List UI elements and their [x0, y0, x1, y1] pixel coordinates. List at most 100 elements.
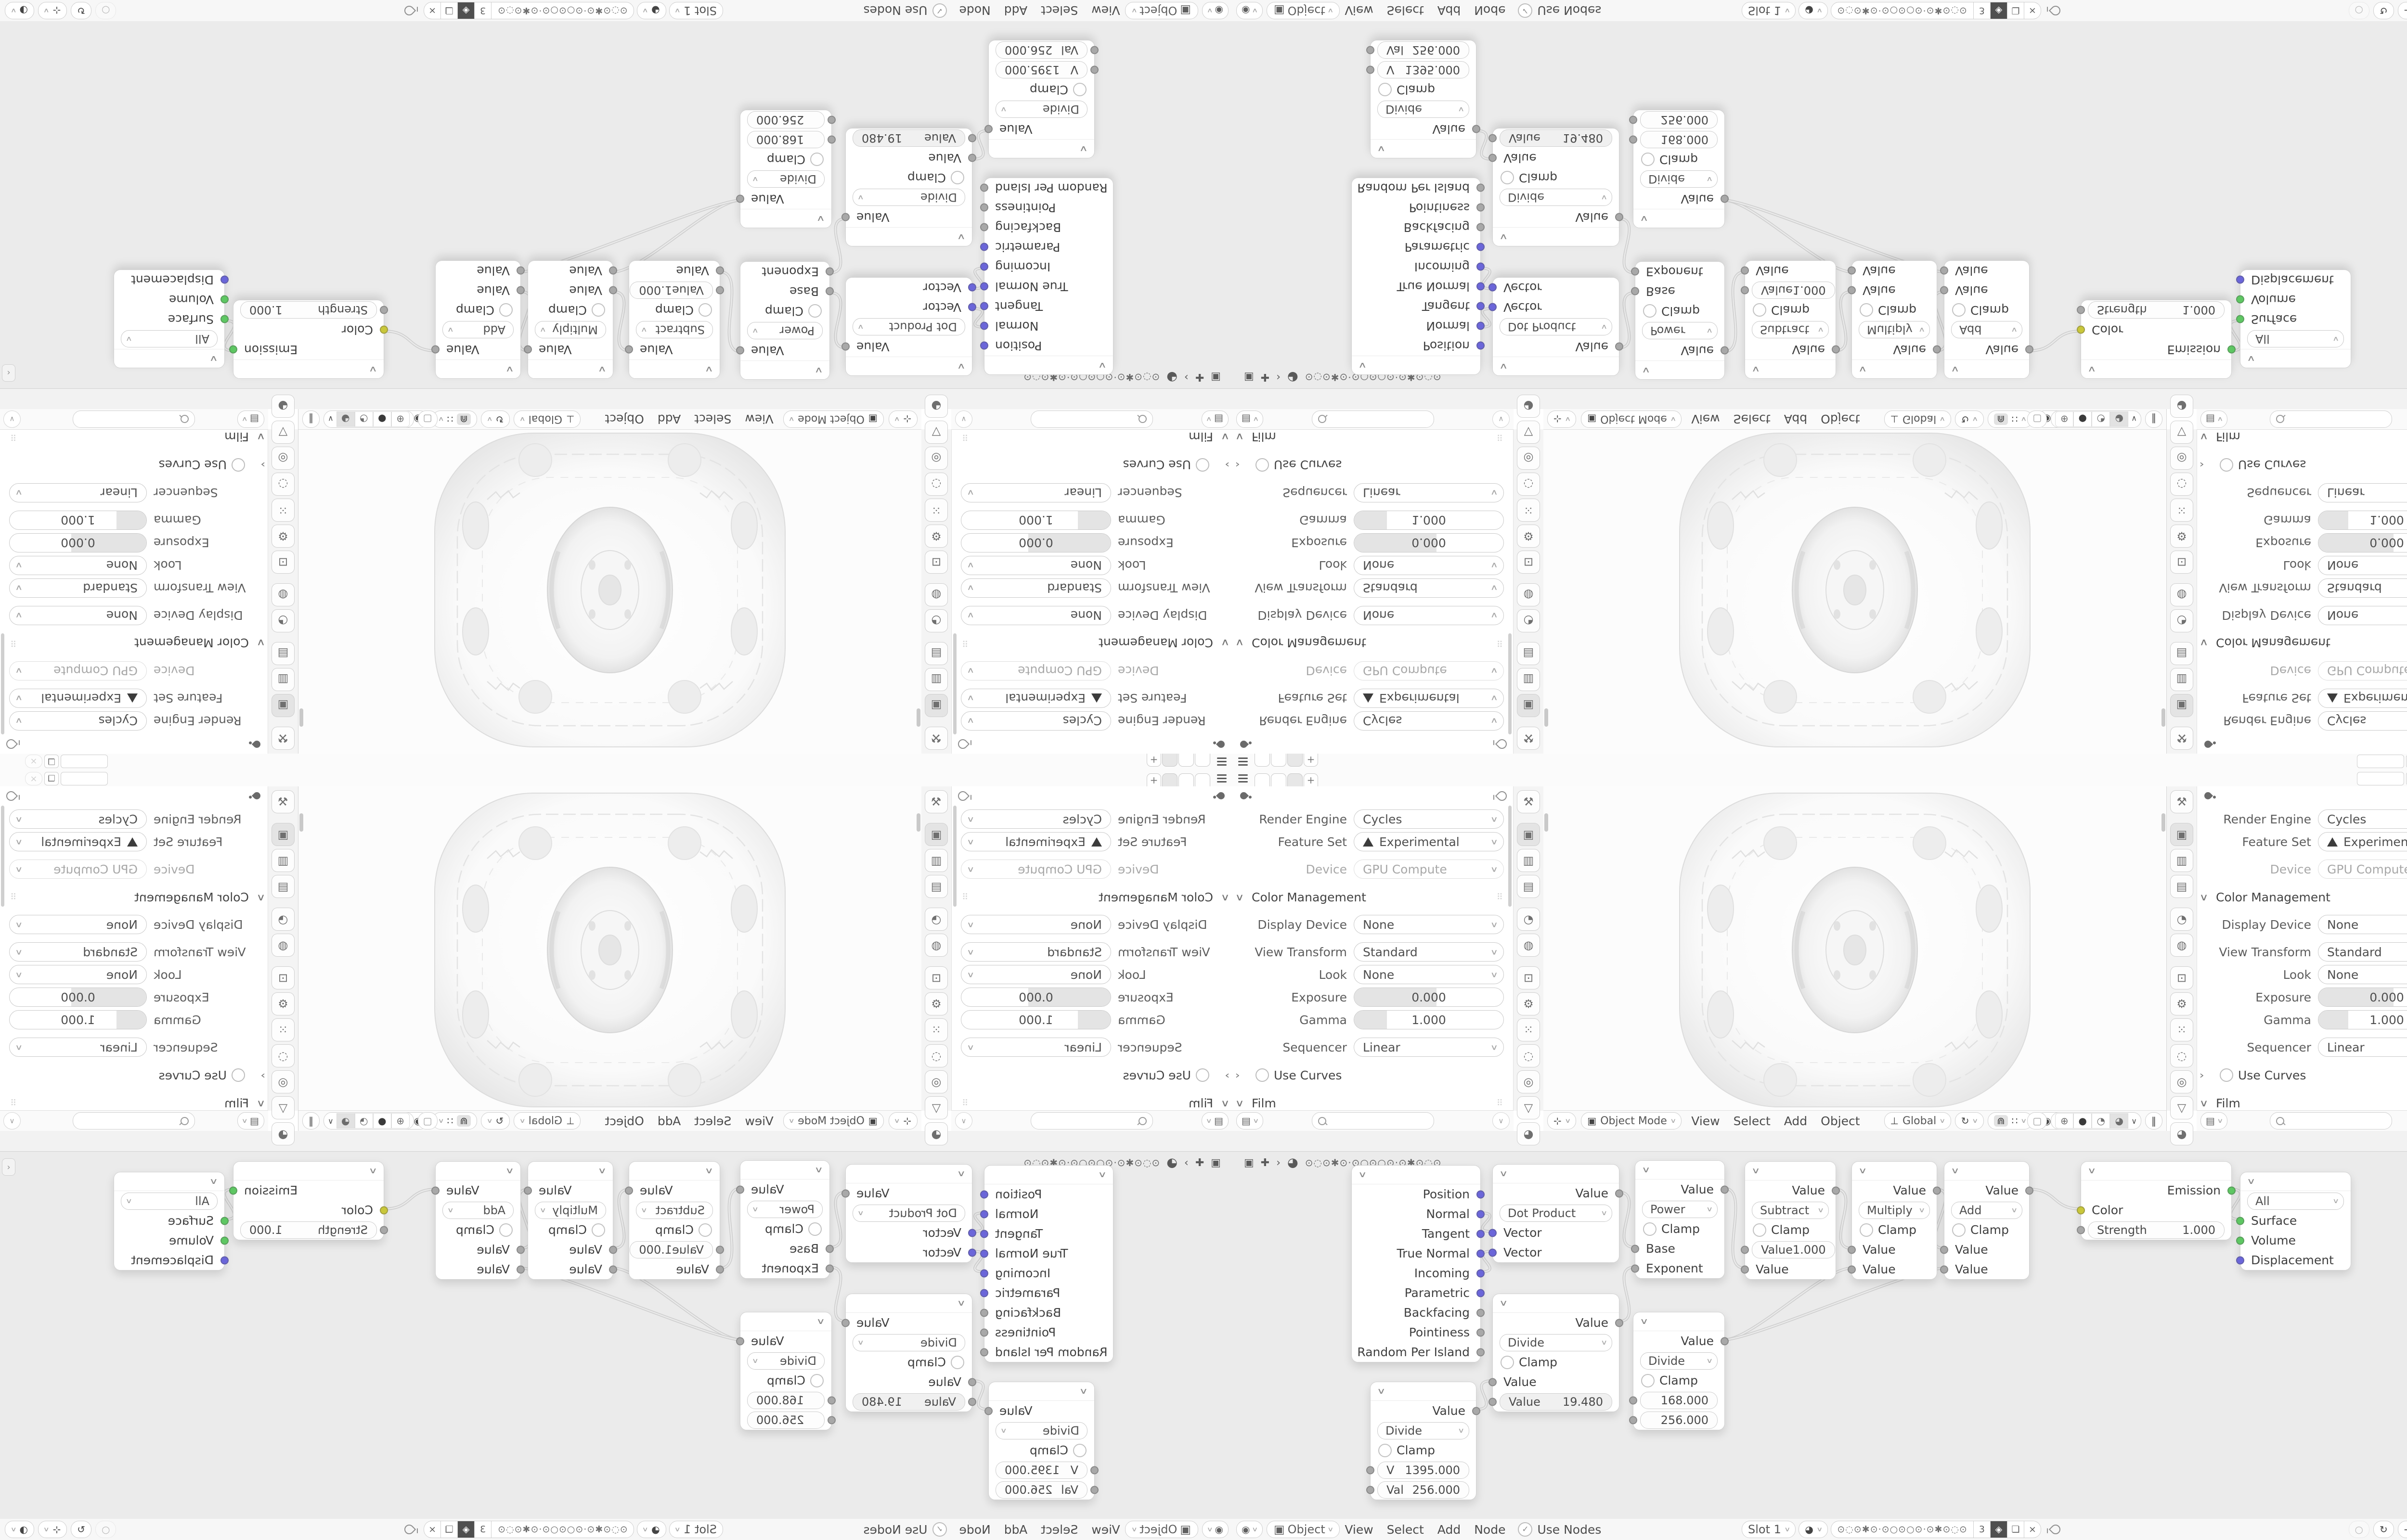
scene-tab[interactable]: ◔ [2170, 908, 2193, 931]
dropdown-view-transform[interactable]: Standard∨ [961, 578, 1111, 598]
node-menu-select[interactable]: Select [1041, 1522, 1078, 1537]
output-socket-vector[interactable] [1476, 1230, 1485, 1238]
node-add[interactable]: ∨ Value Add ∨ Clamp Value Value [1940, 1161, 2033, 1280]
pause-render-button[interactable]: ‖ [302, 411, 320, 428]
copy-icon[interactable]: ❏ [440, 1521, 458, 1538]
output-socket-value[interactable] [1615, 1319, 1623, 1327]
xray-toggle[interactable]: ▢ [417, 411, 438, 428]
ghost-button[interactable]: ○ [2348, 2, 2369, 19]
dropdown-view-transform[interactable]: Standard∨ [2318, 578, 2407, 598]
output-socket-value[interactable] [1476, 223, 1485, 231]
workspace-tab[interactable] [1271, 754, 1286, 767]
dropdown-feature-set[interactable]: Experimental∨ [1354, 689, 1504, 708]
input-socket-value[interactable] [1741, 286, 1749, 295]
output-tab[interactable]: ▥ [2170, 849, 2193, 872]
shading-material-button[interactable]: ◔ [354, 1113, 373, 1129]
material-browse-dropdown[interactable]: ◕ ∨ [1799, 1521, 1828, 1538]
output-socket-value[interactable] [524, 1186, 532, 1194]
node-header[interactable]: ∨ [846, 227, 972, 246]
input-socket-value[interactable] [1629, 1396, 1637, 1404]
pin-icon[interactable] [4, 737, 18, 751]
scrollbar[interactable] [1, 806, 4, 907]
editor-resize-handle[interactable] [299, 708, 303, 727]
input-socket-value[interactable] [968, 134, 976, 142]
overlays-dropdown[interactable]: ◑ ∨ [5, 2, 34, 19]
clamp-checkbox[interactable] [592, 1223, 605, 1237]
refresh-button[interactable]: ↻ [2373, 1521, 2394, 1538]
output-socket-value[interactable] [841, 1189, 850, 1197]
dropdown-render-engine[interactable]: Cycles∨ [9, 711, 147, 731]
dropdown-feature-set[interactable]: Experimental∨ [2318, 689, 2407, 708]
node-menu-node[interactable]: Node [959, 3, 991, 18]
output-socket-vector[interactable] [980, 243, 988, 251]
value-field[interactable]: 256.000 [1640, 1411, 1718, 1429]
material-tab[interactable]: ◕ [925, 395, 948, 418]
node-header[interactable]: ∨ [1633, 209, 1724, 228]
shader-type-dropdown[interactable]: ▣ Object ∨ [1125, 1521, 1199, 1538]
slider-exposure[interactable]: 0.000 [9, 988, 147, 1007]
input-socket-color[interactable] [380, 1206, 388, 1214]
node-operation-dropdown[interactable]: Subtract ∨ [636, 1201, 713, 1219]
input-socket-value[interactable] [609, 1245, 617, 1254]
input-socket-value[interactable] [1940, 267, 1948, 275]
workspace-tab[interactable] [1287, 773, 1303, 786]
workspace-tab[interactable] [1162, 773, 1178, 786]
constraints-tab[interactable]: ◎ [925, 447, 948, 470]
particles-tab[interactable]: ⁙ [1517, 1018, 1540, 1041]
dropdown-device[interactable]: GPU Compute∨ [1354, 860, 1504, 879]
node-header[interactable]: ∨ [1944, 1162, 2029, 1181]
output-tab[interactable]: ▥ [925, 668, 948, 691]
output-socket-value[interactable] [1721, 1185, 1729, 1194]
slider-exposure[interactable]: 0.000 [1354, 988, 1504, 1007]
dropdown-view-transform[interactable]: Standard∨ [1354, 942, 1504, 962]
tool-tab[interactable]: ⚒ [1517, 790, 1540, 813]
node-subtract[interactable]: ∨ Value Subtract ∨ Clamp Value 1.000 Value [625, 260, 724, 379]
clamp-checkbox[interactable] [699, 1223, 712, 1237]
shading-wireframe-button[interactable]: ⊕ [391, 411, 410, 427]
node-header[interactable]: ∨ [1852, 1162, 1937, 1181]
snapping-dropdown[interactable]: ⊹ ∨ [38, 2, 67, 19]
node-operation-dropdown[interactable]: Multiply ∨ [1859, 1201, 1930, 1219]
node-operation-dropdown[interactable]: Divide ∨ [996, 1422, 1087, 1439]
render-tab[interactable]: ▣ [2170, 694, 2193, 717]
object-mode-dropdown[interactable]: ▣ Object Mode ∨ [783, 411, 884, 428]
node-multiply[interactable]: ∨ Value Multiply ∨ Clamp Value Value [524, 260, 617, 379]
slider-gamma[interactable]: 1.000 [9, 1010, 147, 1029]
viewport-menu-add[interactable]: Add [657, 1114, 681, 1128]
node-operation-dropdown[interactable]: Divide ∨ [996, 101, 1087, 118]
clamp-checkbox[interactable] [1073, 83, 1087, 97]
node-divide_c[interactable]: ∨ Value Divide ∨ Clamp V 1395.000 Val 256.000 [984, 1382, 1099, 1500]
snapping-dropdown[interactable]: ⊹ ∨ [2397, 2, 2407, 19]
value-field[interactable]: Strength 1.000 [240, 1221, 377, 1239]
clamp-checkbox[interactable] [1643, 304, 1656, 318]
node-menu-view[interactable]: View [1091, 3, 1120, 18]
workspace-tab[interactable] [1287, 754, 1303, 767]
node-power[interactable]: ∨ Value Power ∨ Clamp Base Exponent [1631, 261, 1729, 380]
node-menu-node[interactable]: Node [1474, 1522, 1506, 1537]
input-socket-value[interactable] [1741, 267, 1749, 275]
node-operation-dropdown[interactable]: Add ∨ [1951, 321, 2022, 339]
clamp-checkbox[interactable] [499, 303, 513, 317]
output-socket-value[interactable] [1933, 1186, 1941, 1194]
node-header[interactable]: ∨ [846, 1165, 972, 1183]
input-socket-vector[interactable] [968, 1248, 976, 1257]
node-add[interactable]: ∨ Value Add ∨ Clamp Value Value [1940, 260, 2033, 379]
input-socket-color[interactable] [2077, 326, 2085, 334]
section-header-film[interactable]: ∨Film⠿ [1235, 429, 1504, 447]
dropdown-view-transform[interactable]: Standard∨ [961, 942, 1111, 962]
input-socket-vector[interactable] [1488, 1229, 1497, 1237]
shading-material-button[interactable]: ◔ [2092, 411, 2110, 427]
dropdown-view-transform[interactable]: Standard∨ [9, 578, 147, 598]
editor-resize-handle[interactable] [1544, 813, 1548, 832]
dropdown-render-engine[interactable]: Cycles∨ [2318, 809, 2407, 829]
users-count-button[interactable]: 3 [1973, 2, 1991, 19]
properties-editor-type-button[interactable]: ▤ ∨ [2200, 1112, 2228, 1129]
value-field[interactable]: Value 19.480 [853, 1393, 965, 1411]
node-operation-dropdown[interactable]: Divide ∨ [747, 170, 825, 188]
node-divide_c[interactable]: ∨ Value Divide ∨ Clamp V 1395.000 Val 256.000 [1366, 40, 1480, 158]
toggle-section-use-curves[interactable]: › Use Curves [1235, 1065, 1504, 1085]
shader-type-dropdown[interactable]: ▣ Object ∨ [1266, 2, 1340, 19]
material-slot-dropdown[interactable]: Slot 1 ∨ [1742, 1521, 1796, 1538]
viewport-menu-add[interactable]: Add [657, 412, 681, 426]
world-tab[interactable]: ◍ [925, 934, 948, 957]
